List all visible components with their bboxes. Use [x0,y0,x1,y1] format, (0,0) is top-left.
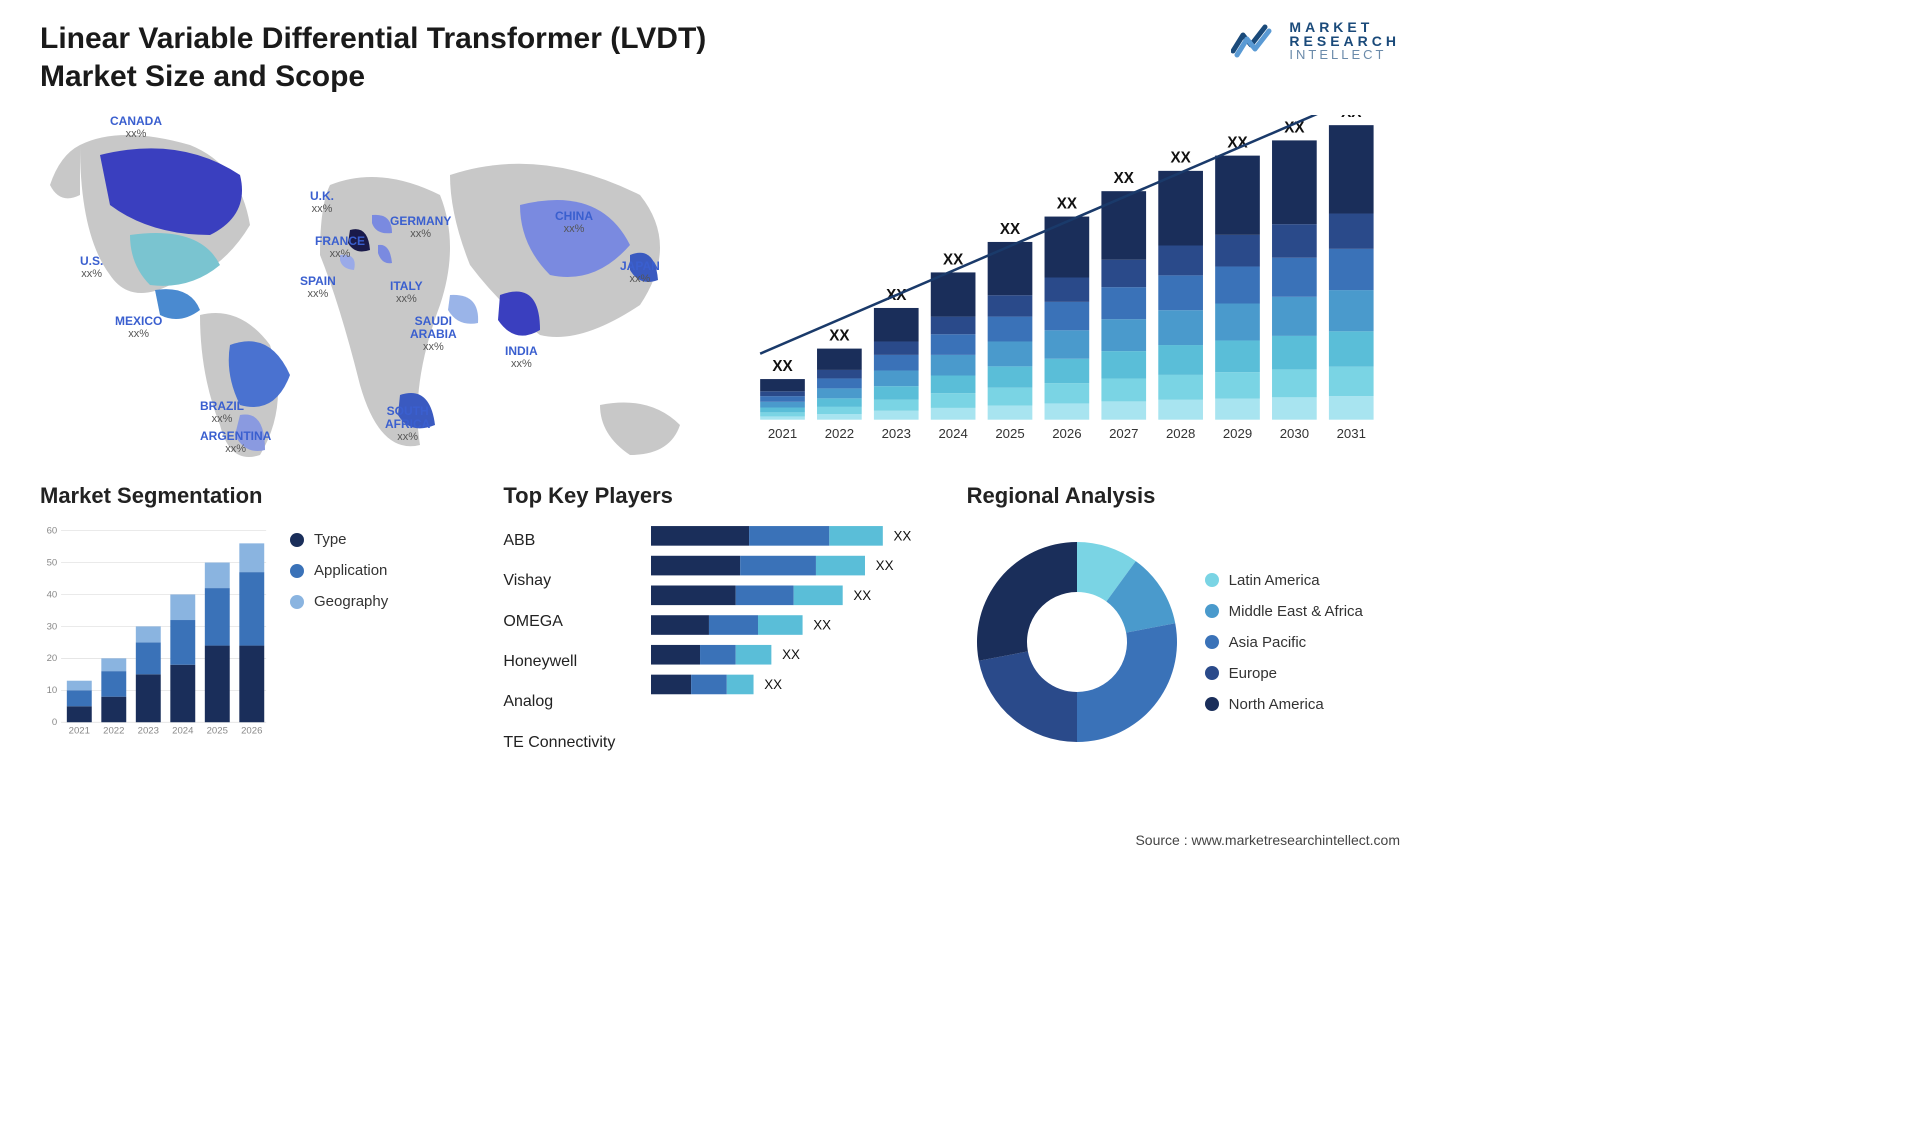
svg-text:2025: 2025 [995,426,1024,441]
legend-label: Geography [314,593,388,610]
svg-text:2023: 2023 [138,726,159,737]
svg-text:XX: XX [854,588,872,603]
region-legend-asia-pacific: Asia Pacific [1205,634,1363,651]
player-label-te-connectivity: TE Connectivity [503,734,633,752]
svg-text:20: 20 [47,653,58,664]
region-legend-latin-america: Latin America [1205,572,1363,589]
map-label-china: CHINAxx% [555,210,593,235]
seg-legend-application: Application [290,562,388,579]
legend-label: Asia Pacific [1229,634,1307,651]
svg-text:XX: XX [1114,170,1135,187]
region-legend-north-america: North America [1205,696,1363,713]
map-label-japan: JAPANxx% [620,260,660,285]
legend-swatch [1205,604,1219,618]
legend-swatch [1205,697,1219,711]
svg-text:2021: 2021 [69,726,90,737]
source-footer: Source : www.marketresearchintellect.com [1135,832,1400,848]
svg-text:XX: XX [782,647,800,662]
regional-panel: Regional Analysis Latin America Middle Ea… [967,483,1400,763]
svg-text:2024: 2024 [938,426,967,441]
segmentation-title: Market Segmentation [40,483,473,509]
map-label-u-k-: U.K.xx% [310,190,334,215]
players-panel: Top Key Players ABB Vishay OMEGA Honeywell A… [503,483,936,763]
logo-line1: MARKET [1289,20,1400,34]
legend-swatch [290,533,304,547]
players-title: Top Key Players [503,483,936,509]
map-label-u-s-: U.S.xx% [80,255,103,280]
brand-logo: MARKET RESEARCH INTELLECT [1231,20,1400,61]
legend-swatch [1205,635,1219,649]
svg-text:2022: 2022 [103,726,124,737]
svg-text:XX: XX [943,251,964,268]
svg-text:XX: XX [765,677,783,692]
svg-text:60: 60 [47,525,58,536]
svg-text:50: 50 [47,557,58,568]
map-label-canada: CANADAxx% [110,115,162,140]
map-label-spain: SPAINxx% [300,275,336,300]
svg-text:XX: XX [829,327,850,344]
page-title: Linear Variable Differential Transformer… [40,20,760,95]
map-label-brazil: BRAZILxx% [200,400,244,425]
map-label-india: INDIAxx% [505,345,538,370]
map-label-germany: GERMANYxx% [390,215,451,240]
legend-swatch [1205,666,1219,680]
legend-swatch [290,564,304,578]
map-label-argentina: ARGENTINAxx% [200,430,271,455]
svg-text:2026: 2026 [1052,426,1081,441]
map-label-france: FRANCExx% [315,235,365,260]
legend-label: Middle East & Africa [1229,603,1363,620]
svg-text:2022: 2022 [825,426,854,441]
legend-label: Type [314,531,347,548]
svg-text:0: 0 [52,717,57,728]
map-label-saudi-arabia: SAUDIARABIAxx% [410,315,457,353]
player-label-analog: Analog [503,693,633,711]
world-map: CANADAxx% U.S.xx% MEXICOxx% BRAZILxx% ARGENT… [40,105,720,475]
svg-text:2027: 2027 [1109,426,1138,441]
svg-text:2029: 2029 [1223,426,1252,441]
svg-text:XX: XX [1341,115,1362,121]
seg-legend-geography: Geography [290,593,388,610]
svg-text:10: 10 [47,685,58,696]
region-legend-europe: Europe [1205,665,1363,682]
logo-line3: INTELLECT [1289,48,1400,61]
svg-text:XX: XX [1170,150,1191,167]
svg-text:XX: XX [876,558,894,573]
logo-icon [1231,21,1281,61]
svg-text:2021: 2021 [768,426,797,441]
svg-text:2026: 2026 [241,726,262,737]
svg-text:2030: 2030 [1280,426,1309,441]
legend-label: Application [314,562,387,579]
logo-line2: RESEARCH [1289,34,1400,48]
map-label-south-africa: SOUTHAFRICAxx% [385,405,430,443]
seg-legend-type: Type [290,531,388,548]
svg-text:XX: XX [894,528,912,543]
player-label-vishay: Vishay [503,572,633,590]
svg-text:XX: XX [1057,195,1078,212]
player-label-abb: ABB [503,532,633,550]
legend-label: Europe [1229,665,1277,682]
svg-text:2028: 2028 [1166,426,1195,441]
region-legend-middle-east-africa: Middle East & Africa [1205,603,1363,620]
svg-text:2023: 2023 [882,426,911,441]
segmentation-panel: Market Segmentation 0 10 20 30 40 50 60 2021 202… [40,483,473,763]
svg-text:2025: 2025 [207,726,228,737]
svg-text:40: 40 [47,589,58,600]
svg-text:2024: 2024 [172,726,194,737]
svg-text:2031: 2031 [1337,426,1366,441]
svg-text:XX: XX [772,358,793,375]
legend-label: North America [1229,696,1324,713]
map-label-mexico: MEXICOxx% [115,315,162,340]
legend-label: Latin America [1229,572,1320,589]
player-label-omega: OMEGA [503,613,633,631]
regional-title: Regional Analysis [967,483,1400,509]
growth-bar-chart: 2021 XX 2022 XX 2023 XX 2024 XX 2025 XX 2026 XX 2027… [750,105,1400,475]
player-label-honeywell: Honeywell [503,653,633,671]
legend-swatch [1205,573,1219,587]
svg-text:XX: XX [814,617,832,632]
map-label-italy: ITALYxx% [390,280,423,305]
legend-swatch [290,595,304,609]
svg-text:30: 30 [47,621,58,632]
svg-text:XX: XX [1000,221,1021,238]
